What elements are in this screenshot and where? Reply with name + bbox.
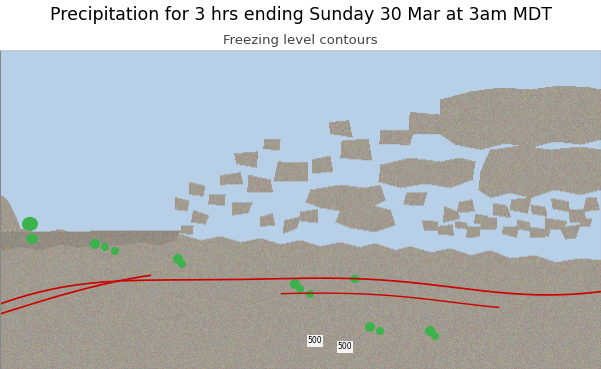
Ellipse shape xyxy=(90,239,100,249)
Ellipse shape xyxy=(431,332,439,340)
Ellipse shape xyxy=(101,243,109,251)
Ellipse shape xyxy=(26,234,38,244)
Text: Precipitation for 3 hrs ending Sunday 30 Mar at 3am MDT: Precipitation for 3 hrs ending Sunday 30… xyxy=(49,6,552,24)
Ellipse shape xyxy=(365,322,375,332)
Ellipse shape xyxy=(178,260,186,268)
Ellipse shape xyxy=(173,254,183,264)
Ellipse shape xyxy=(350,275,360,283)
Ellipse shape xyxy=(306,290,314,298)
Ellipse shape xyxy=(22,217,38,231)
Text: 500: 500 xyxy=(338,342,352,352)
Ellipse shape xyxy=(290,279,300,289)
Ellipse shape xyxy=(111,247,119,255)
Ellipse shape xyxy=(376,327,384,335)
Text: Freezing level contours: Freezing level contours xyxy=(223,34,378,47)
Ellipse shape xyxy=(425,326,435,336)
Text: 500: 500 xyxy=(308,337,322,345)
Ellipse shape xyxy=(296,285,304,293)
